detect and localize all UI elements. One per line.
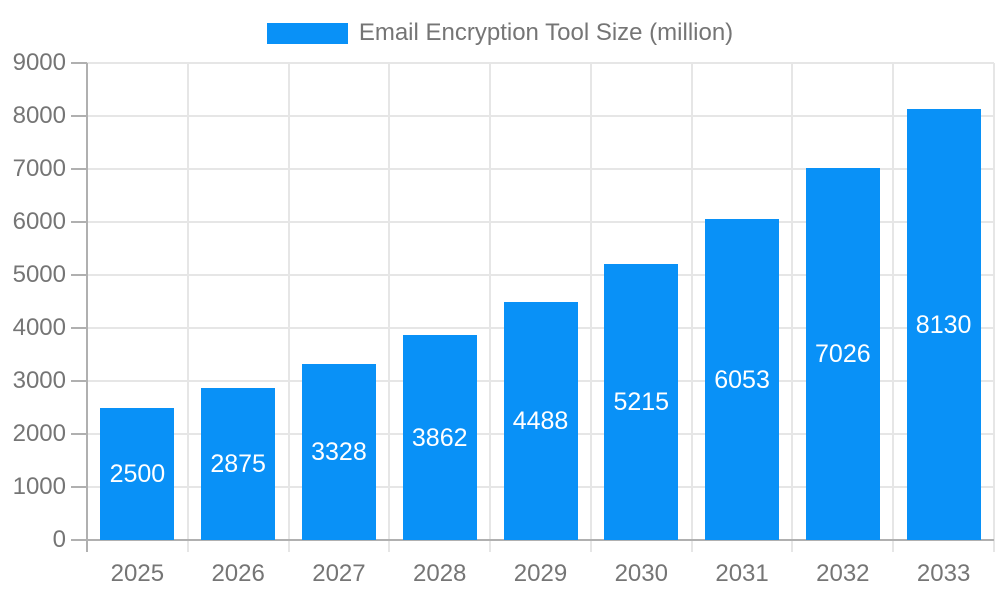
y-tick-label: 9000 [12, 49, 66, 76]
y-tick-label: 7000 [12, 155, 66, 182]
y-tick-label: 2000 [12, 420, 66, 447]
h-gridline [87, 274, 994, 276]
x-tick-label: 2031 [715, 560, 769, 587]
y-tick-label: 6000 [12, 208, 66, 235]
v-gridline [287, 63, 290, 540]
bar-value-label: 2875 [210, 449, 266, 478]
y-tick-label: 8000 [12, 102, 66, 129]
x-tick-label: 2025 [110, 560, 165, 587]
bar-value-label: 6053 [714, 365, 770, 394]
bar-value-label: 7026 [815, 339, 871, 368]
x-axis-tick [690, 540, 693, 552]
x-axis-tick [589, 540, 592, 552]
x-axis-tick [388, 540, 391, 552]
y-axis-tick [71, 486, 87, 488]
y-tick-label: 4000 [12, 314, 66, 341]
y-axis-tick [71, 221, 87, 223]
x-tick-label: 2029 [513, 560, 568, 587]
x-tick-label: 2033 [916, 560, 971, 587]
legend[interactable]: Email Encryption Tool Size (million) [0, 18, 1000, 48]
y-axis-tick [71, 115, 87, 117]
h-gridline [87, 221, 994, 223]
x-tick-label: 2027 [312, 560, 366, 587]
bar-value-label: 3862 [411, 423, 468, 452]
x-axis-tick [791, 540, 794, 552]
bar[interactable]: 7026 [805, 167, 880, 540]
x-tick-label: 2030 [614, 560, 668, 587]
x-axis-tick [287, 540, 290, 552]
y-axis-line [86, 63, 88, 540]
v-gridline [690, 63, 693, 540]
bar[interactable]: 2875 [201, 387, 276, 540]
bar[interactable]: 4488 [503, 302, 578, 540]
bar[interactable]: 8130 [906, 109, 981, 540]
x-tick-label: 2032 [816, 560, 870, 587]
x-axis-tick [892, 540, 895, 552]
bar[interactable]: 6053 [705, 219, 780, 540]
v-gridline [791, 63, 794, 540]
y-axis-tick [71, 327, 87, 329]
x-axis-tick [86, 540, 88, 552]
v-gridline [186, 63, 189, 540]
bar-value-label: 4488 [512, 407, 569, 436]
legend-swatch [266, 22, 348, 44]
y-axis-tick [71, 62, 87, 64]
y-axis-tick [71, 168, 87, 170]
bar-value-label: 5215 [613, 387, 670, 416]
h-gridline [87, 168, 994, 170]
x-tick-label: 2028 [413, 560, 467, 587]
x-axis-tick [186, 540, 189, 552]
v-gridline [589, 63, 592, 540]
bar-value-label: 8130 [915, 310, 972, 339]
x-axis-line [71, 539, 994, 541]
y-axis-tick [71, 433, 87, 435]
y-axis-tick [71, 380, 87, 382]
h-gridline [87, 62, 994, 64]
y-tick-label: 5000 [12, 261, 66, 288]
bar[interactable]: 3328 [301, 363, 376, 540]
y-tick-label: 0 [52, 526, 66, 553]
h-gridline [87, 115, 994, 117]
v-gridline [892, 63, 895, 540]
bar-value-label: 3328 [311, 437, 367, 466]
y-tick-label: 1000 [12, 473, 66, 500]
y-tick-label: 3000 [12, 367, 66, 394]
x-tick-label: 2026 [211, 560, 265, 587]
x-axis-tick [993, 540, 995, 552]
y-axis-tick [71, 274, 87, 276]
bar[interactable]: 3862 [402, 335, 477, 540]
v-gridline [388, 63, 391, 540]
bar[interactable]: 5215 [604, 263, 679, 540]
legend-label: Email Encryption Tool Size (million) [358, 19, 734, 46]
v-gridline [993, 63, 995, 540]
bar-value-label: 2500 [109, 459, 166, 488]
v-gridline [489, 63, 492, 540]
bar[interactable]: 2500 [100, 407, 175, 540]
x-axis-tick [489, 540, 492, 552]
